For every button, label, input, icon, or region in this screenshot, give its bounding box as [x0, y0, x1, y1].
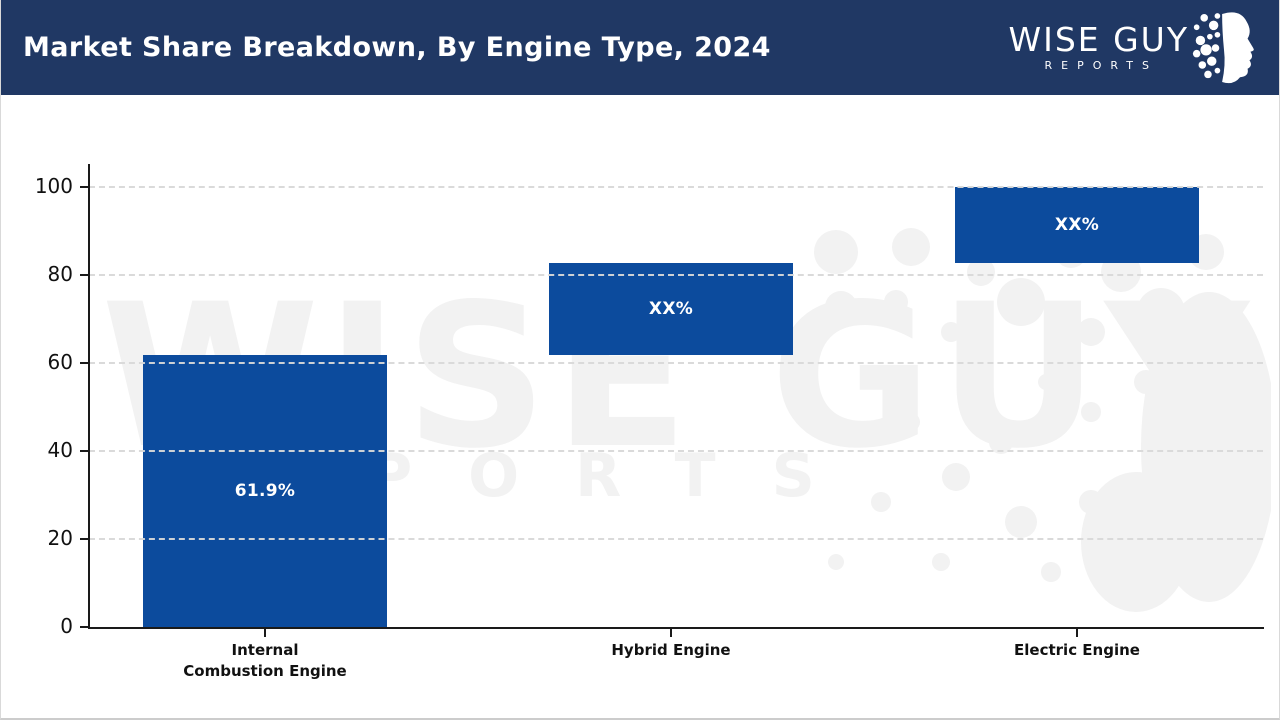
y-tick-label-60: 60 [47, 350, 73, 374]
x-category-label: Electric Engine [1014, 641, 1140, 659]
y-tick-label-80: 80 [47, 262, 73, 286]
gridline-20 [89, 538, 1263, 540]
y-tick-40 [80, 450, 89, 452]
gridline-100 [89, 186, 1263, 188]
brand-logo: WISE GUY REPORTS [1008, 8, 1257, 88]
y-tick-0 [80, 626, 89, 628]
watermark-face-dots-icon [814, 228, 1271, 612]
x-category-label: Internal Combustion Engine [183, 641, 347, 680]
y-tick-label-20: 20 [47, 526, 73, 550]
bar-value-label: XX% [1054, 214, 1100, 235]
y-tick-60 [80, 362, 89, 364]
x-tick-0 [264, 629, 266, 637]
bar-segment: XX% [955, 187, 1199, 263]
brand-logo-text: WISE GUY REPORTS [1008, 23, 1189, 72]
x-axis-line [88, 627, 1264, 629]
x-tick-1 [670, 629, 672, 637]
y-tick-label-0: 0 [60, 614, 73, 638]
brand-face-icon [1192, 11, 1254, 83]
x-tick-2 [1076, 629, 1078, 637]
y-tick-label-100: 100 [34, 174, 73, 198]
y-tick-label-40: 40 [47, 438, 73, 462]
brand-name: WISE GUY [1008, 20, 1189, 59]
x-category-label: Hybrid Engine [611, 641, 731, 659]
page-title: Market Share Breakdown, By Engine Type, … [23, 32, 771, 63]
bar-value-label: XX% [648, 298, 694, 319]
y-tick-80 [80, 274, 89, 276]
gridline-80 [89, 274, 1263, 276]
header: Market Share Breakdown, By Engine Type, … [1, 0, 1279, 95]
bar-value-label: 61.9% [234, 480, 296, 501]
y-tick-20 [80, 538, 89, 540]
gridline-60 [89, 362, 1263, 364]
bar-segment: XX% [549, 262, 793, 355]
bar-segment: 61.9% [143, 354, 387, 627]
brand-subtitle: REPORTS [1044, 59, 1158, 72]
gridline-40 [89, 450, 1263, 452]
y-tick-100 [80, 186, 89, 188]
y-axis-line [88, 164, 90, 629]
